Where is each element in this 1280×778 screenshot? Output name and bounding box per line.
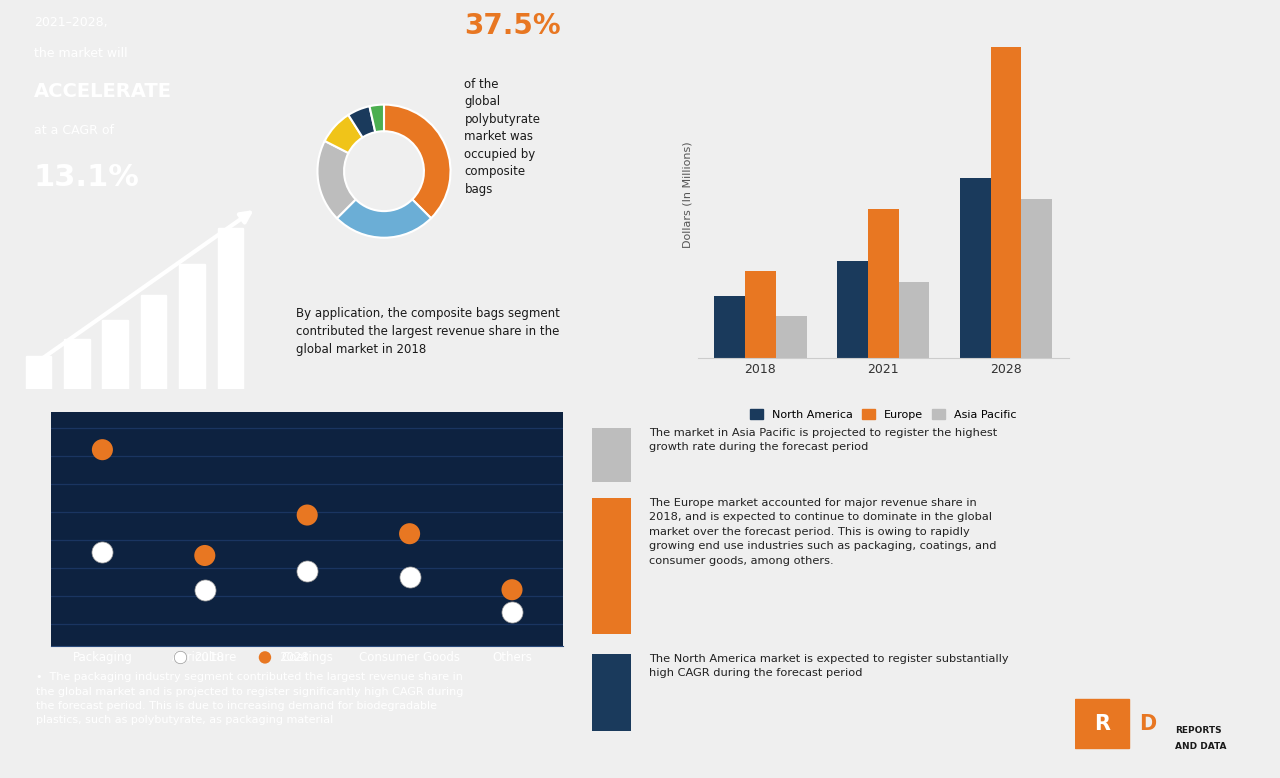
Text: at a CAGR of: at a CAGR of — [33, 124, 114, 138]
Wedge shape — [348, 107, 375, 138]
Wedge shape — [325, 115, 362, 153]
Bar — [899, 282, 929, 358]
FancyBboxPatch shape — [591, 428, 631, 482]
Point — [255, 651, 275, 664]
Point — [92, 443, 113, 456]
Wedge shape — [384, 104, 451, 218]
Point — [170, 651, 191, 664]
Text: 2018: 2018 — [195, 651, 224, 664]
Bar — [837, 261, 868, 358]
Wedge shape — [370, 104, 384, 132]
Text: of the
global
polybutyrate
market was
occupied by
composite
bags: of the global polybutyrate market was oc… — [465, 78, 540, 196]
Bar — [991, 47, 1021, 358]
Point — [297, 565, 317, 577]
Legend: North America, Europe, Asia Pacific: North America, Europe, Asia Pacific — [745, 405, 1021, 424]
Text: •  The packaging industry segment contributed the largest revenue share in
the g: • The packaging industry segment contrib… — [36, 672, 463, 725]
Point — [502, 584, 522, 596]
Text: D: D — [1139, 714, 1157, 734]
Text: 2028: 2028 — [279, 651, 308, 664]
Text: 13.1%: 13.1% — [33, 163, 140, 192]
Point — [297, 509, 317, 521]
Text: ACCELERATE: ACCELERATE — [33, 82, 172, 100]
Y-axis label: Dollars (In Millions): Dollars (In Millions) — [682, 141, 692, 248]
Bar — [218, 228, 243, 389]
Bar — [141, 295, 166, 389]
Bar — [1021, 199, 1052, 358]
Text: REPORTS: REPORTS — [1175, 727, 1221, 735]
Text: 37.5%: 37.5% — [465, 12, 561, 40]
Bar — [1075, 699, 1129, 748]
Bar — [102, 320, 128, 389]
Bar — [26, 356, 51, 389]
Text: By application, the composite bags segment
contributed the largest revenue share: By application, the composite bags segme… — [296, 307, 559, 356]
Wedge shape — [337, 199, 431, 238]
Point — [502, 605, 522, 618]
Point — [92, 546, 113, 559]
Text: The North America market is expected to register substantially
high CAGR during : The North America market is expected to … — [649, 654, 1009, 678]
Bar — [868, 209, 899, 358]
Wedge shape — [317, 141, 356, 218]
Point — [399, 571, 420, 584]
Text: The Europe market accounted for major revenue share in
2018, and is expected to : The Europe market accounted for major re… — [649, 498, 997, 566]
Text: AND DATA: AND DATA — [1175, 742, 1226, 752]
FancyBboxPatch shape — [591, 654, 631, 731]
Bar — [745, 272, 776, 358]
Bar — [179, 264, 205, 389]
Point — [195, 584, 215, 596]
Text: 2021–2028,: 2021–2028, — [33, 16, 108, 29]
Point — [195, 549, 215, 562]
Text: The market in Asia Pacific is projected to register the highest
growth rate duri: The market in Asia Pacific is projected … — [649, 428, 997, 452]
Bar — [776, 317, 806, 358]
Bar — [960, 178, 991, 358]
Text: the market will: the market will — [33, 47, 128, 60]
Bar — [64, 339, 90, 389]
FancyBboxPatch shape — [591, 498, 631, 634]
Bar — [714, 296, 745, 358]
Point — [399, 527, 420, 540]
Text: R: R — [1094, 714, 1110, 734]
